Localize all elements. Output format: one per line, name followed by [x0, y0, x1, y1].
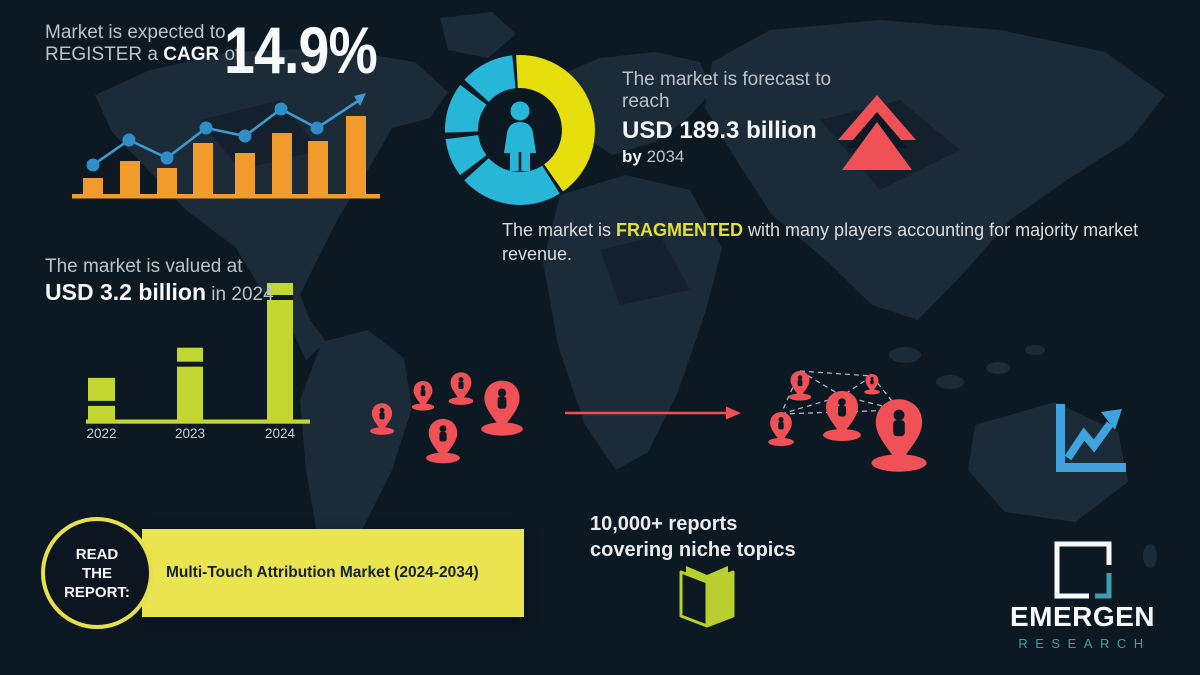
fragmented-post: with many players accounting for majorit… — [502, 220, 1139, 264]
bar — [346, 116, 366, 195]
location-pin-icon — [871, 399, 927, 472]
network-dashed-link — [780, 409, 900, 415]
year-label: 2022 — [86, 426, 116, 441]
forecast-by-year: 2034 — [641, 147, 685, 166]
network-dashed-link — [780, 395, 843, 415]
bar — [267, 283, 293, 421]
location-pin-icon — [864, 373, 880, 395]
location-pin-icon — [481, 380, 523, 436]
x-axis-baseline — [72, 194, 380, 199]
data-point — [274, 102, 288, 116]
cagr-text-line2: REGISTER a CAGR of — [45, 44, 240, 66]
donut-slice — [444, 84, 487, 133]
cagr-value: 14.9% — [224, 13, 378, 87]
bar — [177, 347, 203, 421]
donut-slice — [516, 55, 595, 192]
valuation-line1: The market is valued at — [45, 256, 243, 277]
cagr-trend-chart — [72, 93, 380, 199]
valuation-bar-chart: 2022 2023 2024 — [86, 283, 310, 441]
location-pin-icon — [448, 372, 474, 405]
location-pin-icon — [370, 403, 394, 435]
bar — [193, 143, 213, 195]
person-head — [510, 101, 530, 121]
trend-line — [92, 99, 359, 167]
cagr-line2-bold: CAGR — [163, 44, 220, 65]
forecast-by-line: by 2034 — [622, 146, 831, 168]
logo-title: EMERGEN — [1009, 601, 1156, 632]
person-body — [504, 122, 536, 171]
location-pin-icon — [426, 418, 460, 464]
data-point — [86, 158, 100, 172]
bar-stripe — [88, 400, 115, 406]
cagr-line2-post: of — [219, 44, 241, 65]
flow-arrow-icon — [726, 406, 741, 420]
forecast-block: The market is forecast to reach USD 189.… — [622, 69, 831, 168]
read-report-banner-label: Multi-Touch Attribution Market (2024-203… — [166, 564, 479, 581]
person-donut-icon — [444, 55, 595, 205]
person-leg-gap — [518, 152, 522, 171]
forecast-line2: reach — [622, 91, 670, 112]
read-report-banner[interactable]: Multi-Touch Attribution Market (2024-203… — [142, 529, 524, 617]
bar — [235, 153, 255, 195]
bar — [120, 161, 140, 195]
emergen-square-frame-icon — [1054, 541, 1111, 599]
read-report-circle-button[interactable]: READ THE REPORT: — [41, 517, 153, 629]
trend-arrow-icon — [354, 93, 366, 106]
location-pin-icon — [788, 371, 812, 401]
valuation-amount: USD 3.2 billion — [45, 279, 207, 305]
forecast-line1: The market is forecast to — [622, 69, 832, 90]
data-point — [238, 129, 252, 143]
year-label: 2024 — [265, 426, 296, 441]
location-pin-icon — [823, 391, 861, 441]
network-dashed-link — [799, 370, 843, 397]
bar — [88, 377, 115, 421]
bar-stripe — [177, 361, 203, 367]
valuation-suffix: in 2024 — [206, 284, 274, 305]
donut-slice — [464, 55, 516, 102]
bar — [272, 133, 292, 195]
bar-stripe — [267, 295, 293, 300]
year-label: 2023 — [175, 426, 205, 441]
read-report-circle-label: READ THE REPORT: — [64, 545, 130, 601]
forecast-by-word: by — [622, 147, 642, 166]
bar — [308, 141, 328, 195]
fragmented-statement: The market is FRAGMENTED with many playe… — [502, 218, 1157, 266]
data-point — [122, 133, 136, 147]
cagr-line2-pre: REGISTER a — [45, 44, 164, 65]
network-dashed-link — [799, 370, 873, 377]
reports-count-block: 10,000+ reports covering niche topics — [590, 511, 796, 563]
data-point — [199, 121, 213, 135]
reports-line2: covering niche topics — [590, 539, 796, 561]
logo-subtitle: RESEARCH — [1018, 636, 1151, 651]
valuation-value: USD 3.2 billion in 2024 — [45, 279, 274, 306]
donut-slice — [445, 135, 487, 176]
location-pin-icon — [411, 381, 435, 411]
bar — [157, 168, 177, 195]
donut-slice — [464, 158, 560, 205]
forecast-value: USD 189.3 billion — [622, 117, 817, 144]
data-point — [160, 151, 174, 165]
growth-chart-icon — [1056, 404, 1126, 472]
reports-line1: 10,000+ reports — [590, 513, 738, 535]
bar — [83, 178, 103, 195]
double-up-arrow-icon — [838, 95, 916, 170]
network-dashed-link — [780, 370, 801, 415]
location-pin-icon — [768, 412, 794, 447]
open-book-icon — [679, 566, 735, 628]
emergen-logo: EMERGEN RESEARCH — [1000, 541, 1165, 651]
cagr-text-line1: Market is expected to — [45, 22, 226, 43]
market-players-pins-layer — [370, 370, 927, 472]
x-axis-baseline — [86, 419, 310, 424]
data-point — [310, 121, 324, 135]
fragmented-pre: The market is — [502, 220, 617, 240]
fragmented-highlight: FRAGMENTED — [616, 220, 744, 240]
